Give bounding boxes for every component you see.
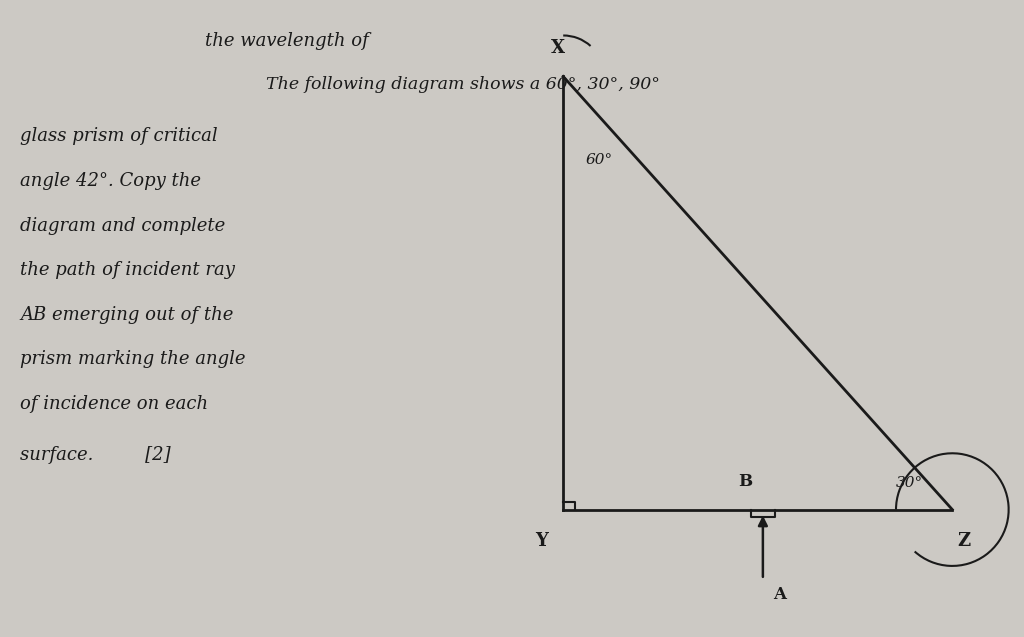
Text: the wavelength of: the wavelength of <box>205 32 369 50</box>
Text: of incidence on each: of incidence on each <box>20 395 209 413</box>
Text: The following diagram shows a 60°, 30°, 90°: The following diagram shows a 60°, 30°, … <box>266 76 660 94</box>
Text: X: X <box>551 39 565 57</box>
Text: Z: Z <box>957 532 971 550</box>
Text: diagram and complete: diagram and complete <box>20 217 225 234</box>
Text: A: A <box>773 586 786 603</box>
Text: prism marking the angle: prism marking the angle <box>20 350 246 368</box>
Text: AB emerging out of the: AB emerging out of the <box>20 306 233 324</box>
Text: surface.         [2]: surface. [2] <box>20 446 171 464</box>
Text: 30°: 30° <box>896 476 923 490</box>
Text: glass prism of critical: glass prism of critical <box>20 127 218 145</box>
Text: the path of incident ray: the path of incident ray <box>20 261 236 279</box>
Text: B: B <box>738 473 753 490</box>
Text: Y: Y <box>535 532 548 550</box>
Text: angle 42°. Copy the: angle 42°. Copy the <box>20 172 202 190</box>
Text: 60°: 60° <box>586 153 612 167</box>
